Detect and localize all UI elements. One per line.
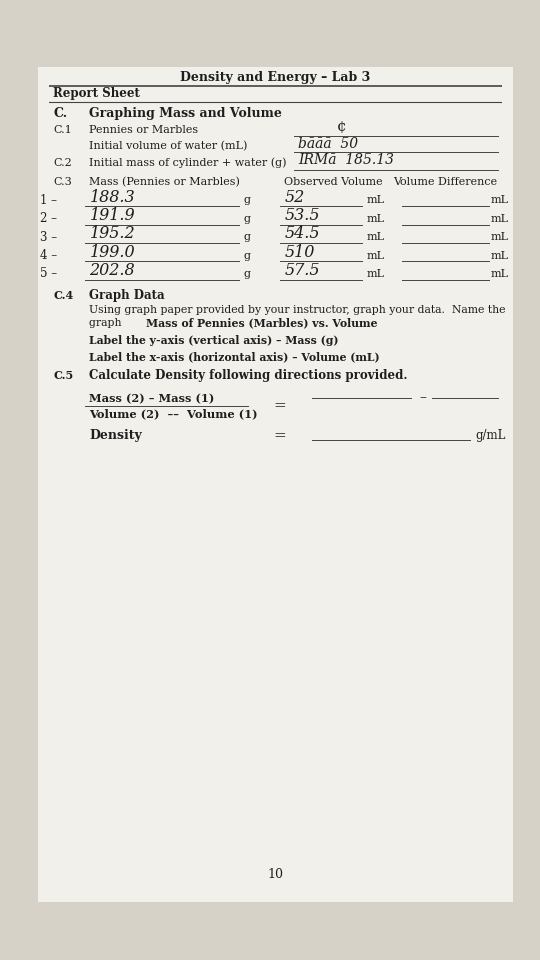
Text: Density and Energy – Lab 3: Density and Energy – Lab 3 (180, 71, 370, 84)
Text: 1 –: 1 – (39, 194, 57, 207)
Text: mL: mL (491, 196, 509, 205)
Text: mL: mL (491, 251, 509, 260)
Text: ¢: ¢ (336, 120, 346, 134)
Text: mL: mL (366, 232, 384, 242)
Text: =: = (274, 398, 286, 413)
Text: Volume Difference: Volume Difference (393, 177, 497, 187)
Text: IRMā  185.13: IRMā 185.13 (298, 154, 394, 167)
Text: Initial volume of water (mL): Initial volume of water (mL) (90, 141, 248, 152)
Text: 188.3: 188.3 (90, 188, 135, 205)
Text: 510: 510 (285, 244, 315, 261)
Text: Graphing Mass and Volume: Graphing Mass and Volume (90, 108, 282, 120)
Text: mL: mL (366, 251, 384, 260)
Text: Using graph paper provided by your instructor, graph your data.  Name the: Using graph paper provided by your instr… (90, 305, 506, 315)
Text: Initial mass of cylinder + water (g): Initial mass of cylinder + water (g) (90, 157, 287, 168)
Text: C.1: C.1 (53, 125, 72, 135)
Text: g: g (244, 232, 251, 242)
Text: –: – (420, 391, 426, 404)
Text: 3 –: 3 – (39, 230, 57, 244)
Text: 5 –: 5 – (39, 268, 57, 280)
Text: mL: mL (366, 196, 384, 205)
Text: Mass (Pennies or Marbles): Mass (Pennies or Marbles) (90, 177, 240, 187)
Text: Label the y-axis (vertical axis) – Mass (g): Label the y-axis (vertical axis) – Mass … (90, 335, 339, 347)
Text: 54.5: 54.5 (285, 226, 320, 242)
Text: 195.2: 195.2 (90, 226, 135, 242)
Text: 52: 52 (285, 188, 305, 205)
Text: Graph Data: Graph Data (90, 289, 165, 302)
Text: C.3: C.3 (53, 177, 72, 187)
Text: mL: mL (366, 214, 384, 224)
Text: mL: mL (366, 269, 384, 279)
Text: Density: Density (90, 429, 142, 443)
Text: mL: mL (491, 269, 509, 279)
Text: C.: C. (53, 108, 68, 120)
Text: mL: mL (491, 232, 509, 242)
Text: Observed Volume: Observed Volume (285, 177, 383, 187)
Text: 191.9: 191.9 (90, 207, 135, 224)
Text: 202.8: 202.8 (90, 262, 135, 279)
Text: bāāā  50: bāāā 50 (298, 136, 358, 151)
Text: graph: graph (90, 318, 150, 328)
Text: 57.5: 57.5 (285, 262, 320, 279)
Text: 2 –: 2 – (39, 212, 57, 226)
Text: g: g (244, 196, 251, 205)
Text: mL: mL (491, 214, 509, 224)
Text: C.4: C.4 (53, 290, 73, 301)
Text: 4 –: 4 – (39, 249, 57, 262)
Text: Volume (2)  ––  Volume (1): Volume (2) –– Volume (1) (90, 408, 258, 419)
Text: Label the x-axis (horizontal axis) – Volume (mL): Label the x-axis (horizontal axis) – Vol… (90, 351, 380, 362)
Text: g: g (244, 269, 251, 279)
Text: Report Sheet: Report Sheet (53, 87, 140, 100)
Text: g/mL: g/mL (475, 429, 505, 443)
Text: C.5: C.5 (53, 371, 73, 381)
Text: g: g (244, 214, 251, 224)
Text: g: g (244, 251, 251, 260)
Text: C.2: C.2 (53, 157, 72, 168)
Text: Mass of Pennies (Marbles) vs. Volume: Mass of Pennies (Marbles) vs. Volume (146, 318, 377, 328)
Text: 10: 10 (267, 868, 284, 881)
Text: Mass (2) – Mass (1): Mass (2) – Mass (1) (90, 393, 215, 404)
Text: =: = (274, 429, 286, 443)
Text: Calculate Density following directions provided.: Calculate Density following directions p… (90, 370, 408, 382)
Bar (38, 67, 513, 902)
Text: Pennies or Marbles: Pennies or Marbles (90, 125, 199, 135)
Text: 199.0: 199.0 (90, 244, 135, 261)
Text: 53.5: 53.5 (285, 207, 320, 224)
